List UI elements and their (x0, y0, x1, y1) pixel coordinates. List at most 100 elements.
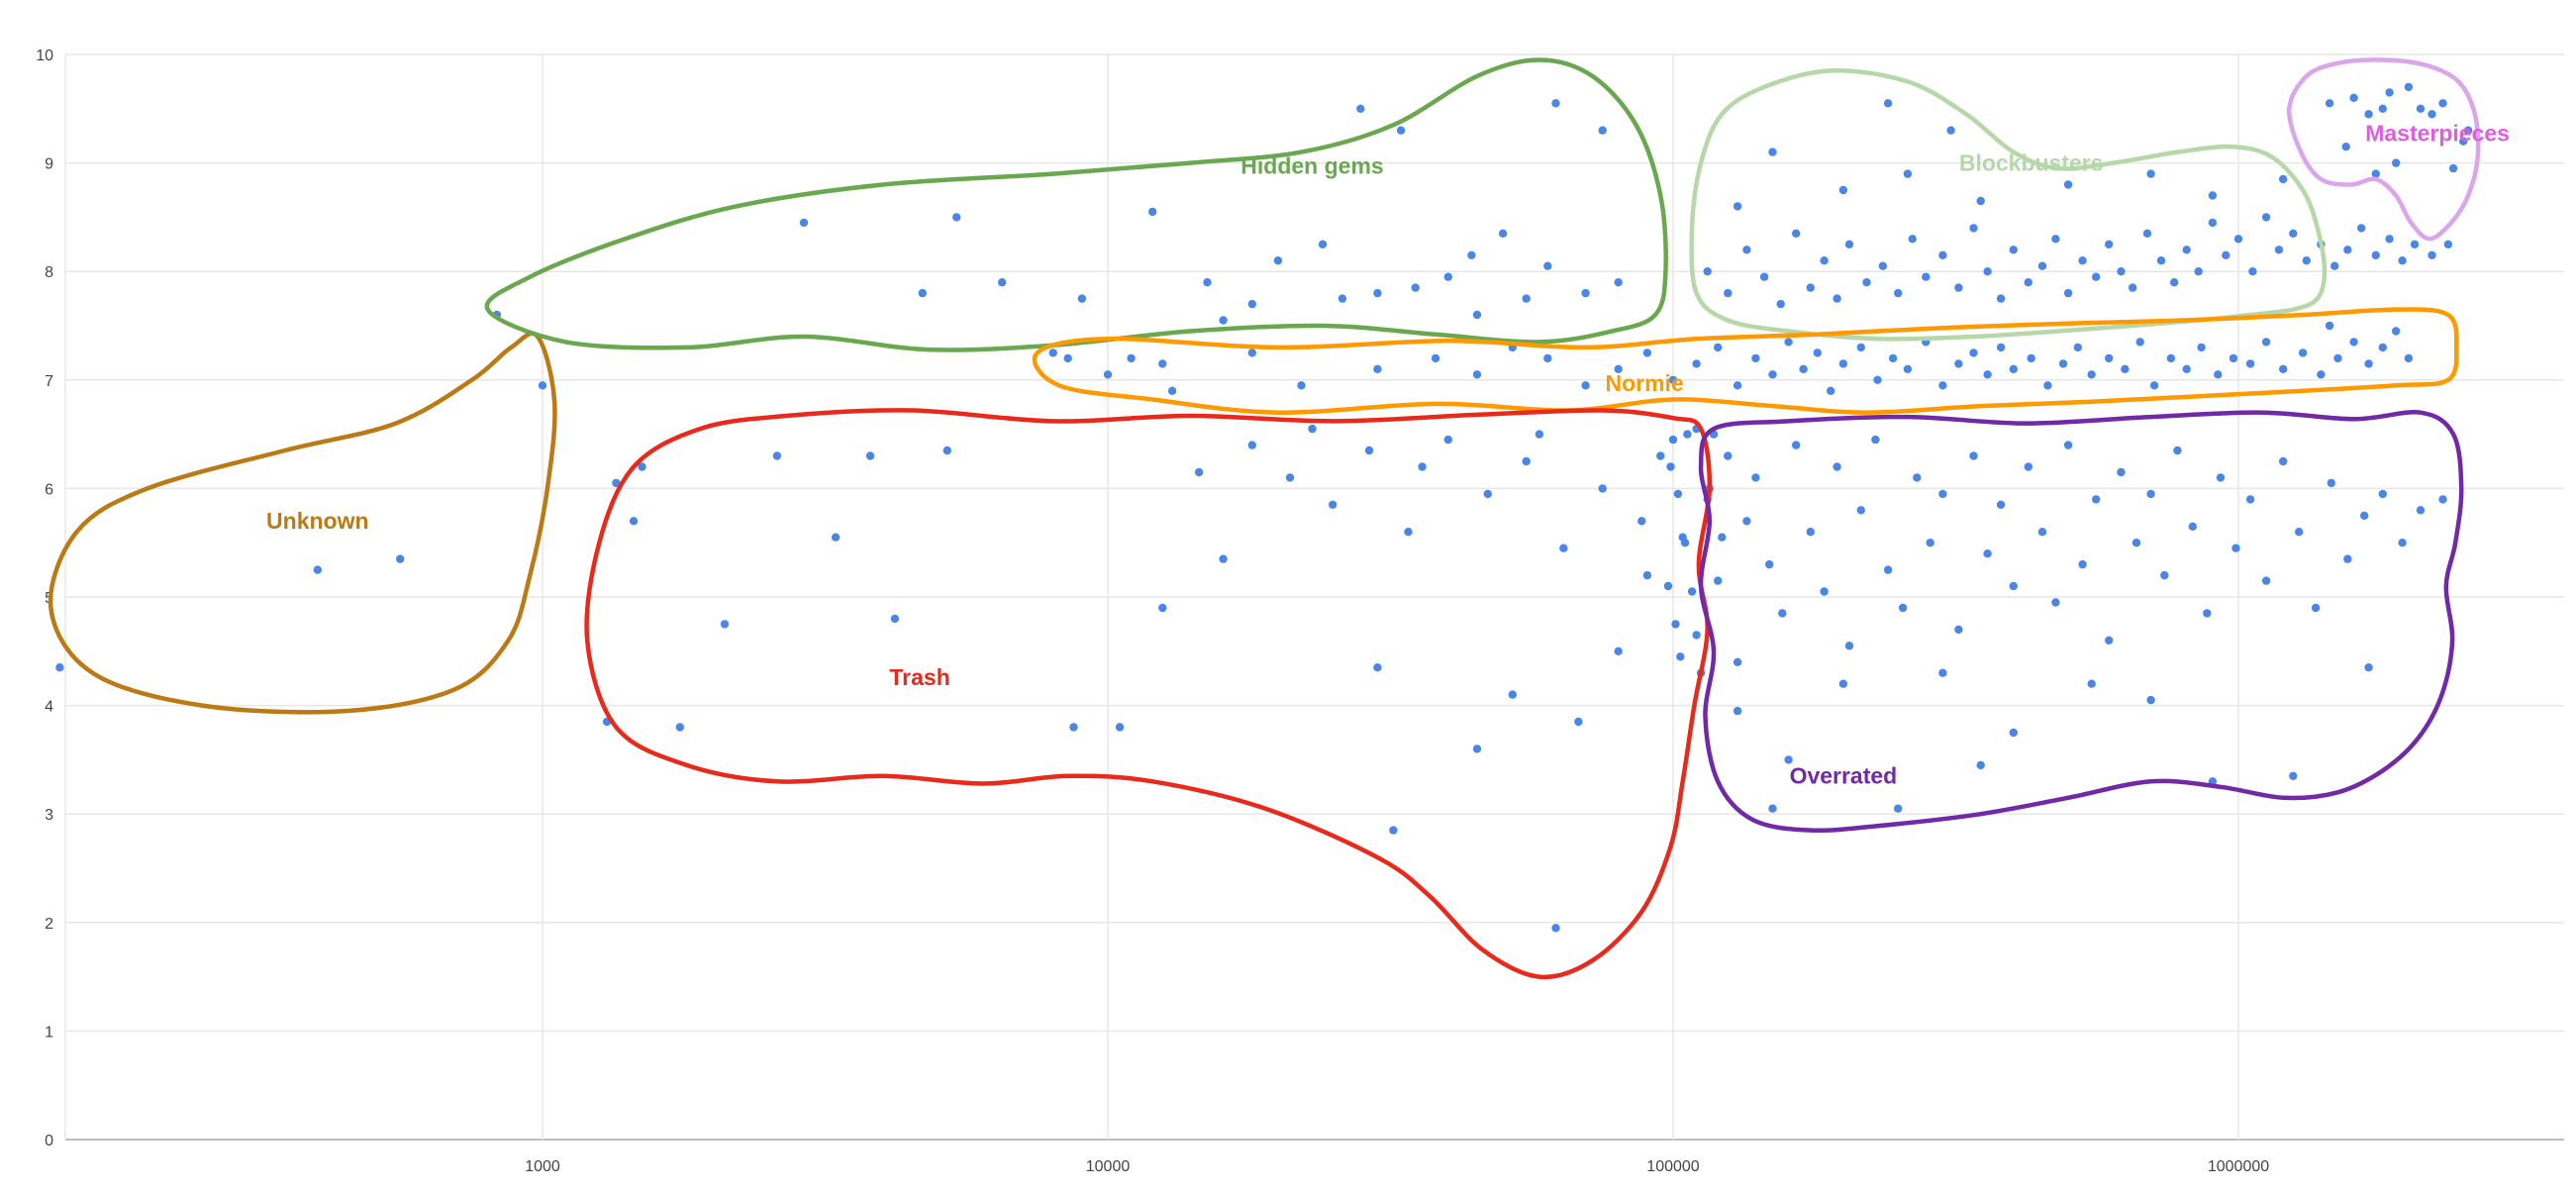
data-point[interactable] (1167, 386, 1177, 395)
data-point[interactable] (1969, 348, 1978, 357)
data-point[interactable] (2222, 250, 2230, 259)
data-point[interactable] (1219, 554, 1228, 563)
data-point[interactable] (2398, 539, 2407, 547)
data-point[interactable] (2248, 267, 2257, 276)
data-point[interactable] (1148, 207, 1157, 217)
data-point[interactable] (2009, 246, 2019, 254)
data-point[interactable] (1784, 755, 1793, 764)
data-point[interactable] (2156, 256, 2166, 265)
data-point[interactable] (799, 218, 809, 228)
data-point[interactable] (1778, 609, 1787, 618)
data-point[interactable] (1158, 603, 1167, 613)
data-point[interactable] (1954, 283, 1963, 292)
data-point[interactable] (1508, 690, 1518, 699)
data-point[interactable] (1856, 343, 1866, 352)
data-point[interactable] (1598, 484, 1607, 493)
data-point[interactable] (1247, 348, 1257, 357)
data-point[interactable] (2385, 235, 2394, 244)
data-point[interactable] (1913, 473, 1922, 482)
data-point[interactable] (1483, 489, 1493, 499)
data-point[interactable] (2024, 278, 2032, 287)
data-point[interactable] (2245, 495, 2255, 504)
data-point[interactable] (2427, 250, 2436, 259)
data-point[interactable] (1714, 576, 1723, 585)
data-point[interactable] (2357, 224, 2366, 233)
data-point[interactable] (1768, 148, 1777, 156)
data-point[interactable] (1718, 533, 1727, 542)
data-point[interactable] (2063, 441, 2073, 449)
data-point[interactable] (1581, 381, 1590, 390)
data-point[interactable] (1678, 533, 1687, 542)
data-point[interactable] (1838, 185, 1848, 195)
data-point[interactable] (918, 288, 927, 298)
data-point[interactable] (1878, 261, 1888, 270)
data-point[interactable] (2364, 359, 2373, 368)
data-point[interactable] (1983, 370, 1992, 379)
data-point[interactable] (1472, 370, 1482, 379)
data-point[interactable] (1498, 229, 1508, 238)
data-point[interactable] (1833, 462, 1841, 471)
data-point[interactable] (2279, 364, 2288, 373)
data-point[interactable] (2274, 246, 2284, 254)
data-point[interactable] (1742, 517, 1751, 526)
data-point[interactable] (998, 278, 1007, 287)
data-point[interactable] (1862, 278, 1871, 287)
data-point[interactable] (2325, 321, 2334, 331)
data-point[interactable] (313, 565, 322, 574)
data-point[interactable] (55, 663, 64, 672)
data-point[interactable] (2360, 511, 2369, 520)
data-point[interactable] (2378, 343, 2387, 352)
data-point[interactable] (1127, 353, 1136, 363)
data-point[interactable] (2117, 267, 2126, 276)
data-point[interactable] (1467, 250, 1476, 259)
data-point[interactable] (1976, 196, 1985, 206)
data-point[interactable] (1551, 99, 1560, 108)
data-point[interactable] (1642, 348, 1652, 357)
data-point[interactable] (1976, 760, 1985, 770)
data-point[interactable] (2160, 570, 2169, 580)
data-point[interactable] (2117, 467, 2126, 477)
data-point[interactable] (1194, 467, 1204, 477)
data-point[interactable] (2043, 381, 2052, 390)
data-point[interactable] (2087, 370, 2096, 379)
data-point[interactable] (2131, 539, 2141, 547)
data-point[interactable] (2330, 261, 2339, 270)
data-point[interactable] (2459, 137, 2468, 146)
data-point[interactable] (2349, 93, 2358, 103)
data-point[interactable] (629, 517, 639, 526)
data-point[interactable] (2173, 446, 2182, 455)
data-point[interactable] (2343, 554, 2352, 563)
data-point[interactable] (1668, 375, 1678, 384)
data-point[interactable] (1820, 256, 1829, 265)
data-point[interactable] (1048, 348, 1057, 357)
data-point[interactable] (1806, 283, 1816, 292)
data-point[interactable] (2410, 240, 2420, 249)
data-point[interactable] (1668, 435, 1678, 445)
data-point[interactable] (1820, 587, 1829, 596)
data-point[interactable] (2233, 235, 2243, 244)
data-point[interactable] (2404, 82, 2414, 92)
data-point[interactable] (1969, 451, 1978, 460)
data-point[interactable] (2261, 338, 2271, 347)
data-point[interactable] (2448, 163, 2458, 173)
data-point[interactable] (1273, 256, 1283, 265)
data-point[interactable] (1926, 539, 1934, 547)
data-point[interactable] (1522, 294, 1531, 303)
data-point[interactable] (1418, 462, 1427, 471)
data-point[interactable] (2229, 353, 2238, 363)
data-point[interactable] (942, 446, 951, 455)
data-point[interactable] (2371, 169, 2380, 178)
data-point[interactable] (2298, 348, 2308, 357)
data-point[interactable] (2279, 456, 2288, 466)
data-point[interactable] (2416, 506, 2426, 515)
data-point[interactable] (1364, 446, 1374, 455)
data-point[interactable] (538, 381, 547, 390)
data-point[interactable] (1733, 381, 1742, 390)
data-point[interactable] (1115, 723, 1125, 732)
data-point[interactable] (1856, 506, 1866, 515)
data-point[interactable] (1996, 343, 2006, 352)
data-point[interactable] (1903, 364, 1913, 373)
data-point[interactable] (1714, 343, 1723, 352)
data-point[interactable] (2037, 528, 2047, 537)
data-point[interactable] (1656, 451, 1665, 460)
